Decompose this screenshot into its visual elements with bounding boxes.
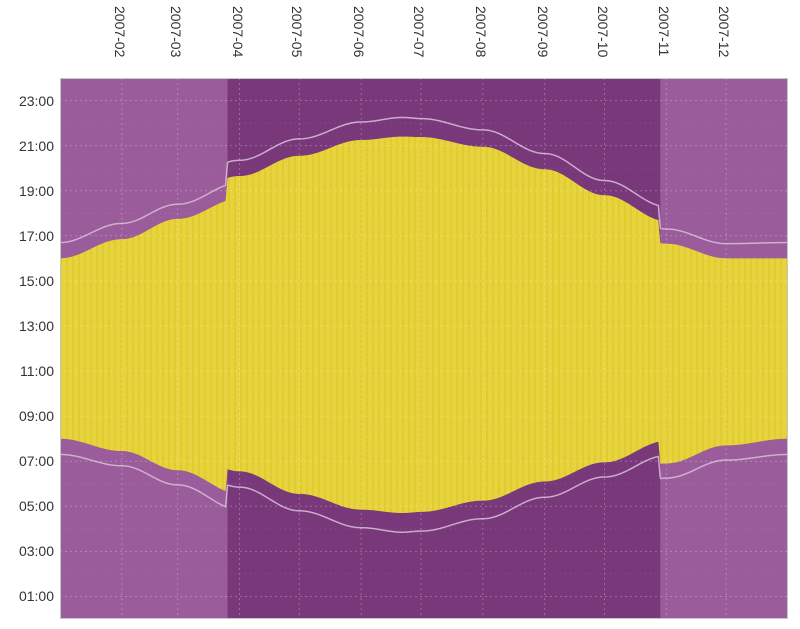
x-tick-label: 2007-08 [473, 6, 489, 57]
y-tick-label: 23:00 [4, 93, 54, 109]
y-tick-label: 03:00 [4, 543, 54, 559]
x-tick-label: 2007-03 [168, 6, 184, 57]
y-tick-label: 07:00 [4, 453, 54, 469]
y-tick-label: 09:00 [4, 408, 54, 424]
plot-area [60, 78, 788, 619]
y-tick-label: 13:00 [4, 318, 54, 334]
y-tick-label: 17:00 [4, 228, 54, 244]
daylight-chart: 2007-02 2007-03 2007-04 2007-05 2007-06 2007-… [0, 0, 800, 629]
y-tick-label: 19:00 [4, 183, 54, 199]
x-tick-label: 2007-05 [289, 6, 305, 57]
x-tick-label: 2007-09 [535, 6, 551, 57]
x-tick-label: 2007-11 [656, 6, 672, 56]
y-tick-label: 15:00 [4, 273, 54, 289]
y-tick-label: 05:00 [4, 498, 54, 514]
y-tick-label: 21:00 [4, 138, 54, 154]
y-tick-label: 11:00 [4, 363, 54, 379]
x-tick-label: 2007-06 [351, 6, 367, 57]
x-tick-label: 2007-12 [716, 6, 732, 57]
x-tick-label: 2007-07 [411, 6, 427, 57]
y-tick-label: 01:00 [4, 588, 54, 604]
x-tick-label: 2007-04 [230, 6, 246, 57]
x-tick-label: 2007-10 [595, 6, 611, 57]
x-tick-label: 2007-02 [112, 6, 128, 57]
